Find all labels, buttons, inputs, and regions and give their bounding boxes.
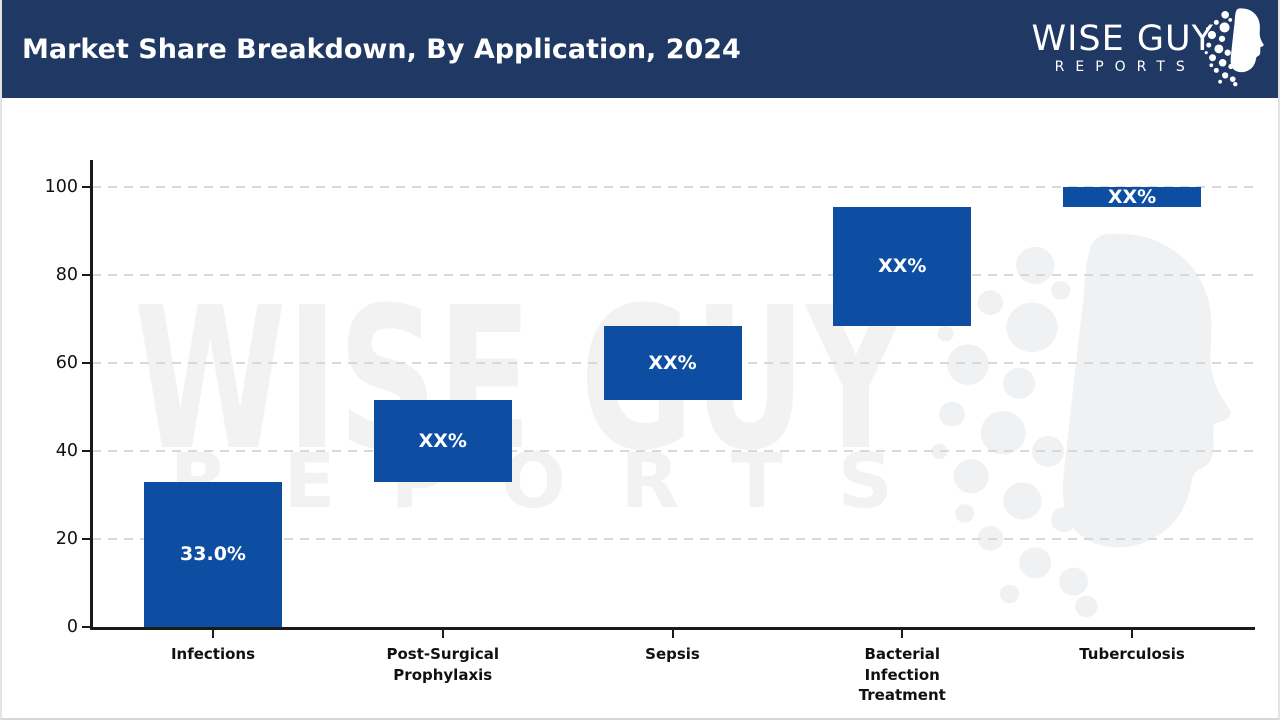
ytick-60 (82, 362, 92, 364)
ytick-label-60: 60 (55, 353, 78, 373)
ytick-label-40: 40 (55, 441, 78, 461)
xtick-tuberculosis (1131, 630, 1133, 638)
bar-post-surgical-prophylaxis: XX% (373, 400, 512, 482)
wiseguy-logo: WISE GUY REPORTS (1031, 8, 1266, 88)
page-title: Market Share Breakdown, By Application, … (22, 34, 741, 65)
wiseguy-logo-text: WISE GUY REPORTS (1031, 21, 1214, 75)
gridline-80 (92, 274, 1255, 276)
wiseguy-logo-line1: WISE GUY (1031, 19, 1214, 60)
xtick-bacterial-infection-treatment (901, 630, 904, 638)
header-bar: Market Share Breakdown, By Application, … (2, 0, 1278, 98)
xaxis-label-tuberculosis: Tuberculosis (1079, 645, 1185, 663)
bar-sepsis: XX% (603, 325, 742, 401)
xaxis-label-post-surgical-prophylaxis: Post-Surgical Prophylaxis (386, 645, 500, 684)
xtick-sepsis (671, 630, 674, 638)
ytick-label-80: 80 (55, 265, 78, 285)
watermark-face-icon (931, 233, 1231, 618)
bar-value-label-bacterial-infection-treatment: XX% (878, 255, 927, 278)
watermark-text-line1: WISE GUY (134, 266, 907, 494)
wiseguy-logo-line2: REPORTS (1054, 58, 1196, 75)
bar-value-label-post-surgical-prophylaxis: XX% (418, 430, 467, 453)
ytick-40 (82, 450, 92, 452)
ytick-100 (82, 186, 92, 188)
wiseguy-face-icon (1204, 8, 1264, 87)
ytick-label-20: 20 (55, 529, 78, 549)
bar-value-label-tuberculosis: XX% (1107, 185, 1157, 208)
x-axis-line (90, 627, 1255, 630)
ytick-0 (82, 626, 92, 628)
bar-value-label-sepsis: XX% (648, 351, 697, 374)
xaxis-label-infections: Infections (170, 645, 256, 663)
gridline-100 (92, 186, 1255, 188)
bar-tuberculosis: XX% (1063, 185, 1201, 208)
ytick-20 (82, 538, 92, 540)
gridline-40 (92, 450, 1255, 452)
gridline-20 (92, 538, 1255, 540)
ytick-80 (82, 274, 92, 276)
xtick-post-surgical-prophylaxis (441, 630, 444, 638)
xaxis-label-sepsis: Sepsis (645, 645, 700, 663)
y-axis-line (90, 160, 93, 630)
bar-value-label-infections: 33.0% (180, 543, 246, 566)
xaxis-label-bacterial-infection-treatment: Bacterial Infection Treatment (858, 645, 946, 705)
bar-bacterial-infection-treatment: XX% (833, 206, 972, 326)
ytick-label-0: 0 (66, 617, 78, 637)
xtick-infections (212, 630, 214, 638)
ytick-label-100: 100 (44, 177, 78, 197)
bar-infections: 33.0% (144, 481, 282, 627)
